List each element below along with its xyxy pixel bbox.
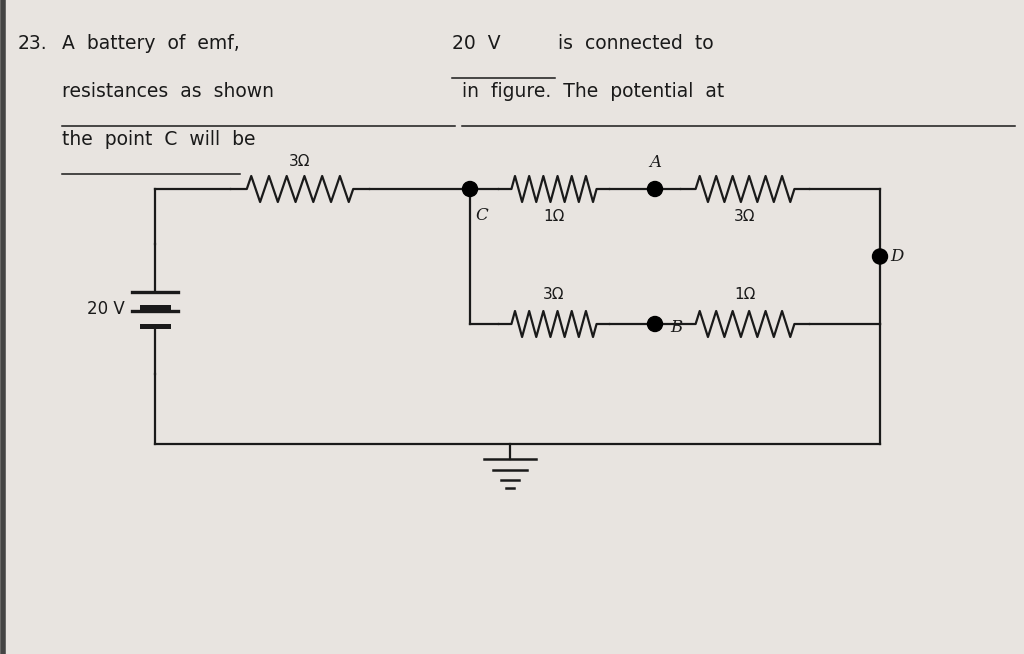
Text: 20  V: 20 V xyxy=(452,34,501,53)
Text: 3Ω: 3Ω xyxy=(544,287,565,302)
Text: 3Ω: 3Ω xyxy=(734,209,756,224)
Circle shape xyxy=(647,182,663,196)
Text: D: D xyxy=(890,248,903,265)
Text: 23.: 23. xyxy=(18,34,48,53)
Text: B: B xyxy=(670,318,682,336)
Text: A: A xyxy=(649,154,662,171)
Circle shape xyxy=(872,249,888,264)
Text: 1Ω: 1Ω xyxy=(734,287,756,302)
Text: resistances  as  shown: resistances as shown xyxy=(62,82,274,101)
Text: 20 V: 20 V xyxy=(87,300,125,318)
Text: C: C xyxy=(475,207,487,224)
Text: is  connected  to: is connected to xyxy=(558,34,714,53)
Text: in  figure.  The  potential  at: in figure. The potential at xyxy=(462,82,724,101)
Circle shape xyxy=(647,317,663,332)
Circle shape xyxy=(463,182,477,196)
Text: 3Ω: 3Ω xyxy=(289,154,310,169)
Text: the  point  C  will  be: the point C will be xyxy=(62,130,256,149)
Text: 1Ω: 1Ω xyxy=(544,209,564,224)
Text: A  battery  of  emf,: A battery of emf, xyxy=(62,34,240,53)
